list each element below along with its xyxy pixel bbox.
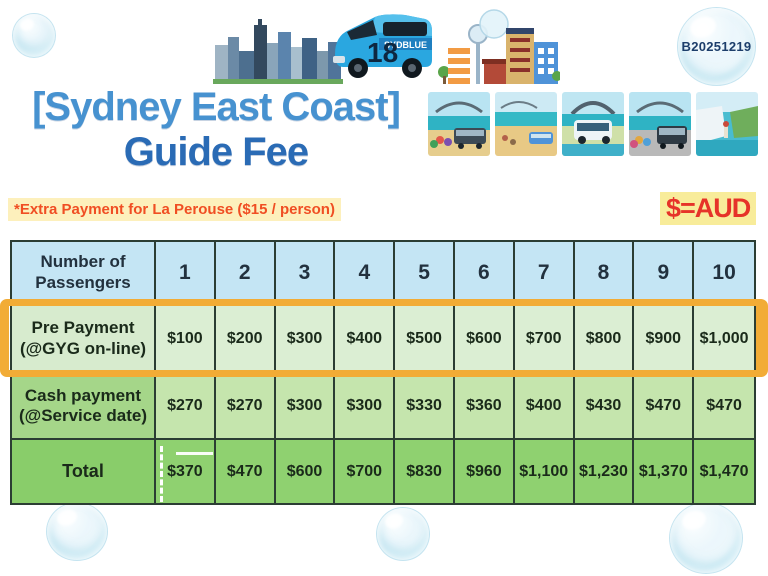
total-value: $1,370	[634, 440, 695, 503]
cash-payment-value: $270	[215, 374, 276, 440]
cash-payment-value: $430	[574, 374, 635, 440]
pre-payment-value: $900	[634, 305, 695, 374]
total-value: $370	[156, 440, 216, 503]
gallery-photo-1	[428, 92, 490, 156]
pre-payment-value: $500	[395, 305, 455, 374]
cash-payment-value: $330	[395, 374, 455, 440]
gallery-photo-3	[562, 92, 624, 156]
cash-payment-value: $470	[694, 374, 754, 440]
bubble-decoration-bottom-right	[670, 503, 742, 573]
total-value: $700	[335, 440, 396, 503]
extra-payment-note: *Extra Payment for La Perouse ($15 / per…	[8, 198, 341, 221]
header-col: 1	[156, 242, 216, 305]
cash-payment-value: $300	[275, 374, 336, 440]
bubble-decoration-top-left	[13, 14, 55, 57]
pre-payment-value: $300	[275, 305, 336, 374]
total-value: $600	[275, 440, 336, 503]
poster-title: [Sydney East Coast] Guide Fee	[0, 84, 432, 174]
total-value: $1,470	[694, 440, 754, 503]
city-skyline-illustration	[213, 19, 343, 84]
pre-payment-value: $100	[156, 305, 216, 374]
pre-payment-value: $400	[335, 305, 396, 374]
pre-payment-value: $800	[574, 305, 635, 374]
van-brand-label: SYDBLUE	[384, 40, 427, 50]
cash-payment-value: $360	[454, 374, 515, 440]
header-col: 9	[634, 242, 695, 305]
booking-code: B20251219	[681, 39, 752, 54]
pre-payment-value: $200	[215, 305, 276, 374]
tour-van-illustration: SYDBLUE 18	[333, 14, 432, 78]
total-value: $1,230	[574, 440, 635, 503]
tour-photo-strip	[428, 92, 758, 156]
header-col: 7	[514, 242, 575, 305]
title-line-1: [Sydney East Coast]	[32, 85, 401, 129]
total-value: $960	[454, 440, 515, 503]
buildings-cluster-illustration	[438, 9, 560, 84]
currency-note: $=AUD	[660, 192, 757, 225]
gallery-photo-2	[495, 92, 557, 156]
header-col: 5	[395, 242, 455, 305]
header-col: 4	[335, 242, 396, 305]
gallery-photo-5	[696, 92, 758, 156]
cash-payment-value: $400	[514, 374, 575, 440]
pre-payment-value: $600	[454, 305, 515, 374]
pre-payment-value: $700	[514, 305, 575, 374]
bubble-decoration-bottom-center	[377, 508, 429, 560]
title-line-2: Guide Fee	[123, 130, 309, 174]
total-row-label: Total	[12, 440, 156, 503]
total-value: $830	[395, 440, 455, 503]
pre-payment-row-label: Pre Payment (@GYG on-line)	[12, 305, 156, 374]
header-col: 2	[215, 242, 276, 305]
cash-payment-row-label: Cash payment (@Service date)	[12, 374, 156, 440]
guide-fee-table: Number of Passengers 1 2 3 4 5 6 7 8 9 1…	[10, 240, 756, 505]
gallery-photo-4	[629, 92, 691, 156]
booking-code-bubble: B20251219	[678, 8, 755, 85]
van-number-label: 18	[367, 37, 398, 68]
cash-payment-value: $300	[335, 374, 396, 440]
cash-payment-value: $270	[156, 374, 216, 440]
header-col: 6	[454, 242, 515, 305]
pre-payment-value: $1,000	[694, 305, 754, 374]
cash-payment-value: $470	[634, 374, 695, 440]
header-col: 8	[574, 242, 635, 305]
total-value: $1,100	[514, 440, 575, 503]
total-value: $470	[215, 440, 276, 503]
header-passengers-label: Number of Passengers	[12, 242, 156, 305]
bubble-decoration-bottom-left	[47, 503, 107, 560]
header-col: 10	[694, 242, 754, 305]
header-col: 3	[275, 242, 336, 305]
